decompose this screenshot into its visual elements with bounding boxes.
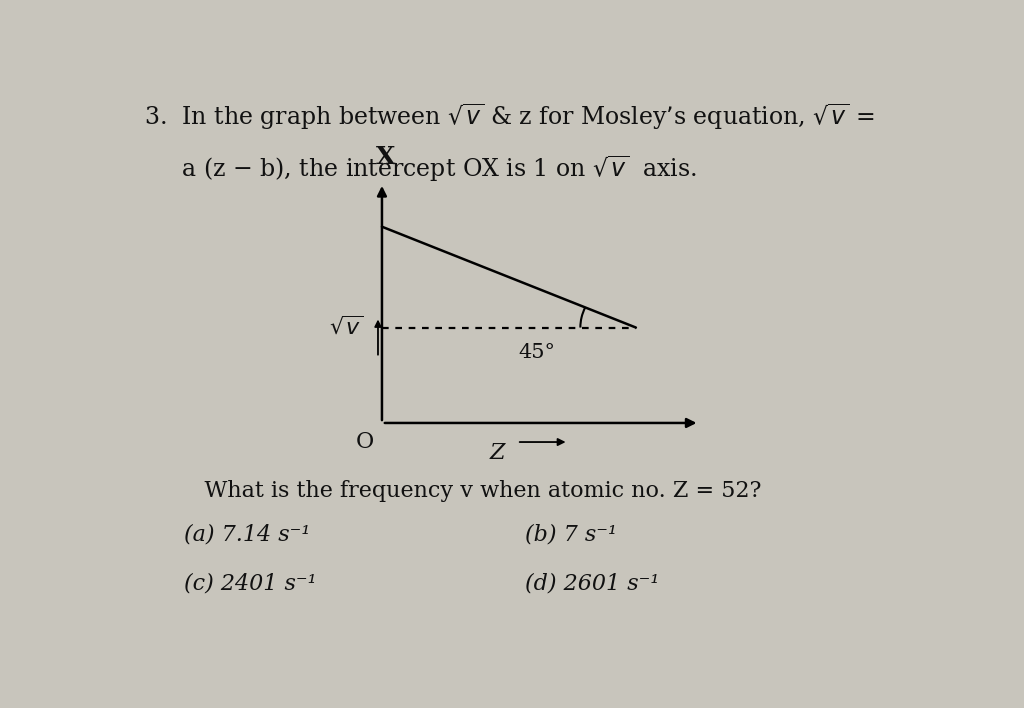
Text: X: X (376, 145, 395, 169)
Text: O: O (355, 431, 374, 453)
Text: Z: Z (489, 442, 505, 464)
Text: $\sqrt{v}$: $\sqrt{v}$ (329, 316, 364, 339)
Text: 45°: 45° (518, 343, 555, 362)
Text: (b) 7 s⁻¹: (b) 7 s⁻¹ (524, 524, 616, 546)
Text: 3.  In the graph between $\sqrt{v}$ & z for Mosley’s equation, $\sqrt{v}$ =: 3. In the graph between $\sqrt{v}$ & z f… (143, 101, 874, 132)
Text: (c) 2401 s⁻¹: (c) 2401 s⁻¹ (183, 573, 316, 595)
Text: (d) 2601 s⁻¹: (d) 2601 s⁻¹ (524, 573, 659, 595)
Text: (a) 7.14 s⁻¹: (a) 7.14 s⁻¹ (183, 524, 310, 546)
Text: a (z − b), the intercept OX is 1 on $\sqrt{v}$  axis.: a (z − b), the intercept OX is 1 on $\sq… (143, 153, 696, 183)
Text: What is the frequency v when atomic no. Z = 52?: What is the frequency v when atomic no. … (176, 480, 761, 502)
